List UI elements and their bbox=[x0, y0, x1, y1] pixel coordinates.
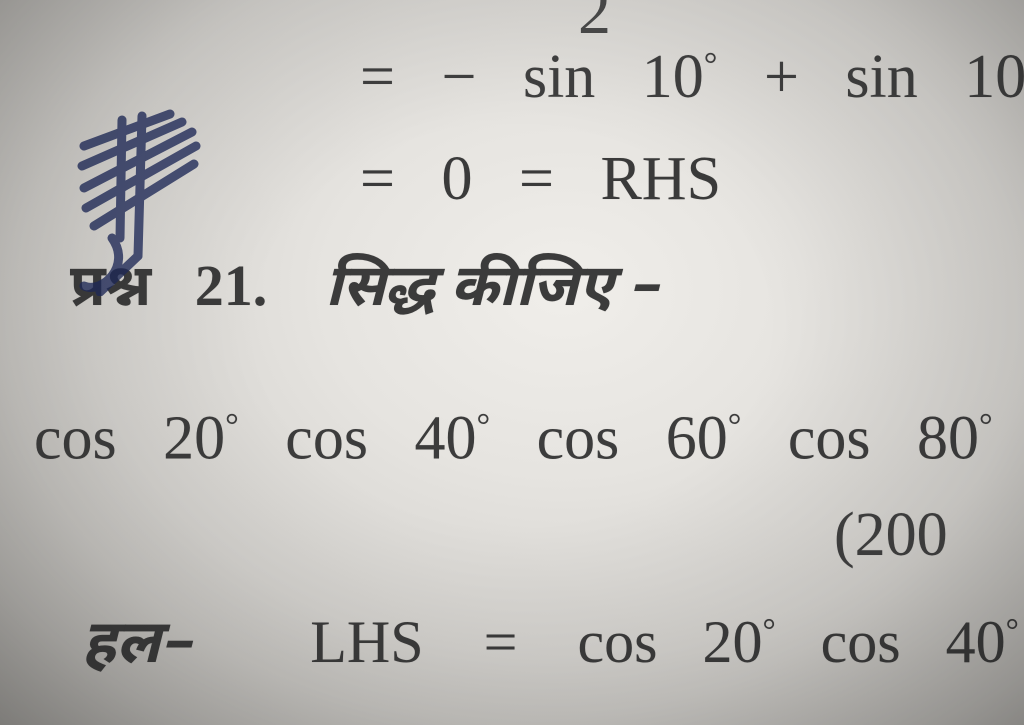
cos-fn-s1: cos bbox=[577, 609, 657, 675]
degree-sym: ° bbox=[979, 408, 993, 445]
degree-sym: ° bbox=[704, 46, 718, 83]
angle-40: 40 bbox=[414, 404, 476, 472]
cos-fn-4: cos bbox=[788, 404, 871, 472]
solution-line: हल– LHS = cos 20° cos 40° cos bbox=[82, 608, 1024, 687]
cos-fn-2: cos bbox=[285, 404, 368, 472]
equals-sign: = bbox=[360, 145, 395, 213]
angle-20-s: 20 bbox=[702, 609, 762, 675]
question-label: प्रश्न bbox=[70, 253, 151, 329]
prev-step-1: = − sin 10° + sin 10° bbox=[360, 42, 1024, 113]
angle-20: 20 bbox=[163, 404, 225, 472]
cos-fn-3: cos bbox=[537, 404, 620, 472]
angle-80: 80 bbox=[917, 404, 979, 472]
angle-60: 60 bbox=[666, 404, 728, 472]
equals-sign: = bbox=[484, 609, 518, 675]
degree-sym: ° bbox=[1006, 613, 1019, 649]
question-line: प्रश्न 21. सिद्ध कीजिए – bbox=[70, 252, 657, 329]
equals-sign-b: = bbox=[519, 145, 554, 213]
solution-label: हल– bbox=[82, 609, 190, 687]
sin-fn-b: sin bbox=[845, 43, 917, 111]
identity-line: cos 20° cos 40° cos 60° cos 80° = 1 16 bbox=[34, 368, 1024, 499]
degree-sym: ° bbox=[728, 408, 742, 445]
angle-10-a: 10 bbox=[642, 43, 704, 111]
degree-sym: ° bbox=[762, 613, 775, 649]
plus-sign: + bbox=[764, 43, 799, 111]
angle-10-b: 10 bbox=[964, 43, 1024, 111]
degree-sym: ° bbox=[225, 408, 239, 445]
minus-sign: − bbox=[441, 43, 476, 111]
year-fragment: (200 bbox=[834, 500, 948, 571]
angle-40-s: 40 bbox=[946, 609, 1006, 675]
degree-sym: ° bbox=[476, 408, 490, 445]
sin-fn: sin bbox=[523, 43, 595, 111]
rhs-label: RHS bbox=[600, 145, 721, 213]
page-paper: 2 = − sin 10° + sin 10° = 0 = RHS प्रश्न… bbox=[0, 0, 1024, 725]
prove-label: सिद्ध कीजिए – bbox=[325, 253, 657, 329]
zero: 0 bbox=[441, 145, 472, 213]
cos-fn-1: cos bbox=[34, 404, 117, 472]
prev-step-2: = 0 = RHS bbox=[360, 144, 721, 215]
question-number: 21. bbox=[195, 253, 268, 318]
cos-fn-s2: cos bbox=[821, 609, 901, 675]
lhs-label: LHS bbox=[310, 609, 423, 675]
equals-sign: = bbox=[360, 43, 395, 111]
